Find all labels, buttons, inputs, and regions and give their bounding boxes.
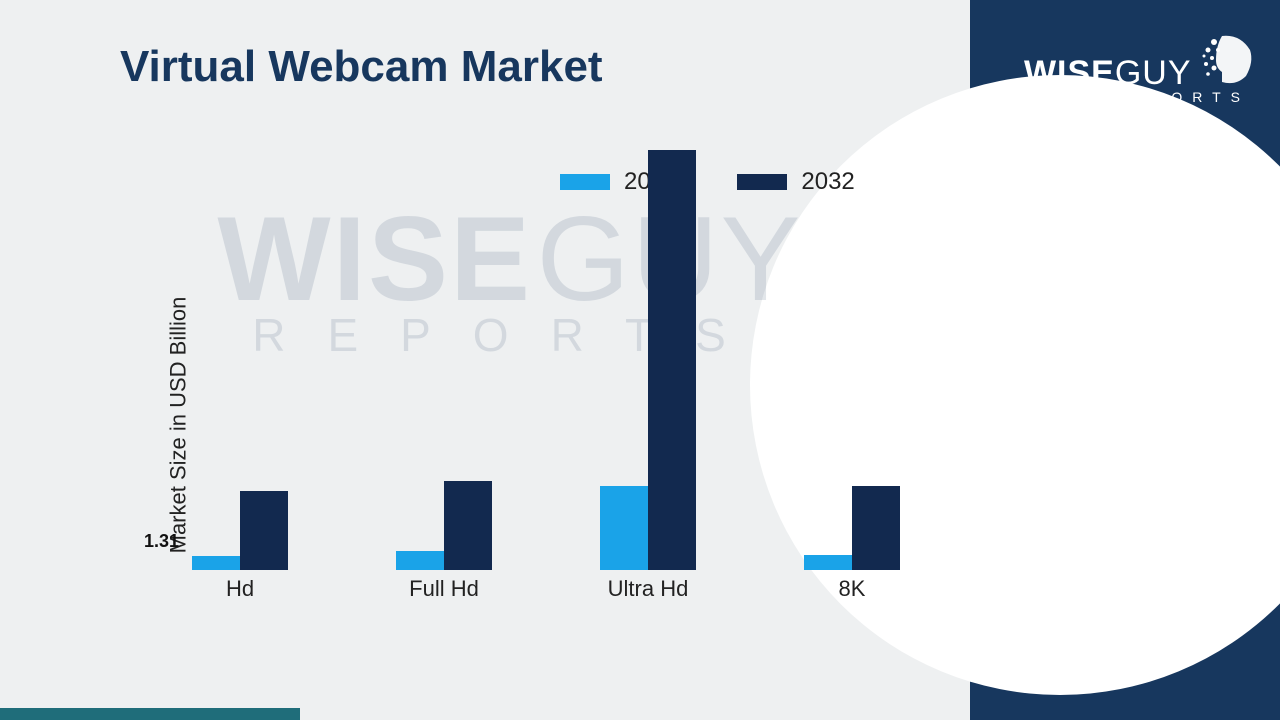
bar-group xyxy=(792,486,912,570)
bar xyxy=(240,491,288,570)
x-category-label: 8K xyxy=(772,576,932,602)
bottom-bar xyxy=(0,708,300,720)
bar xyxy=(444,481,492,570)
bar-chart: Market Size in USD Billion HdFull HdUltr… xyxy=(90,180,910,670)
bar xyxy=(396,551,444,570)
plot-area: HdFull HdUltra Hd8K1.31 xyxy=(120,200,910,620)
x-category-label: Full Hd xyxy=(364,576,524,602)
bar xyxy=(192,556,240,570)
x-category-label: Ultra Hd xyxy=(568,576,728,602)
x-category-label: Hd xyxy=(160,576,320,602)
bar xyxy=(804,555,852,570)
bar xyxy=(600,486,648,570)
brand-logo: WISEGUY REPORTS xyxy=(990,30,1250,105)
brand-light: GUY xyxy=(1115,54,1192,92)
page-title: Virtual Webcam Market xyxy=(120,42,603,92)
bar-group xyxy=(180,491,300,570)
brand-bold: WISE xyxy=(1024,54,1115,92)
head-icon xyxy=(1202,32,1256,91)
bar-group xyxy=(384,481,504,570)
bar xyxy=(648,150,696,570)
bar-group xyxy=(588,150,708,570)
canvas: WISEGUY REPORTS Virtual Webcam Market WI… xyxy=(0,0,1280,720)
bar xyxy=(852,486,900,570)
value-label: 1.31 xyxy=(144,531,179,552)
